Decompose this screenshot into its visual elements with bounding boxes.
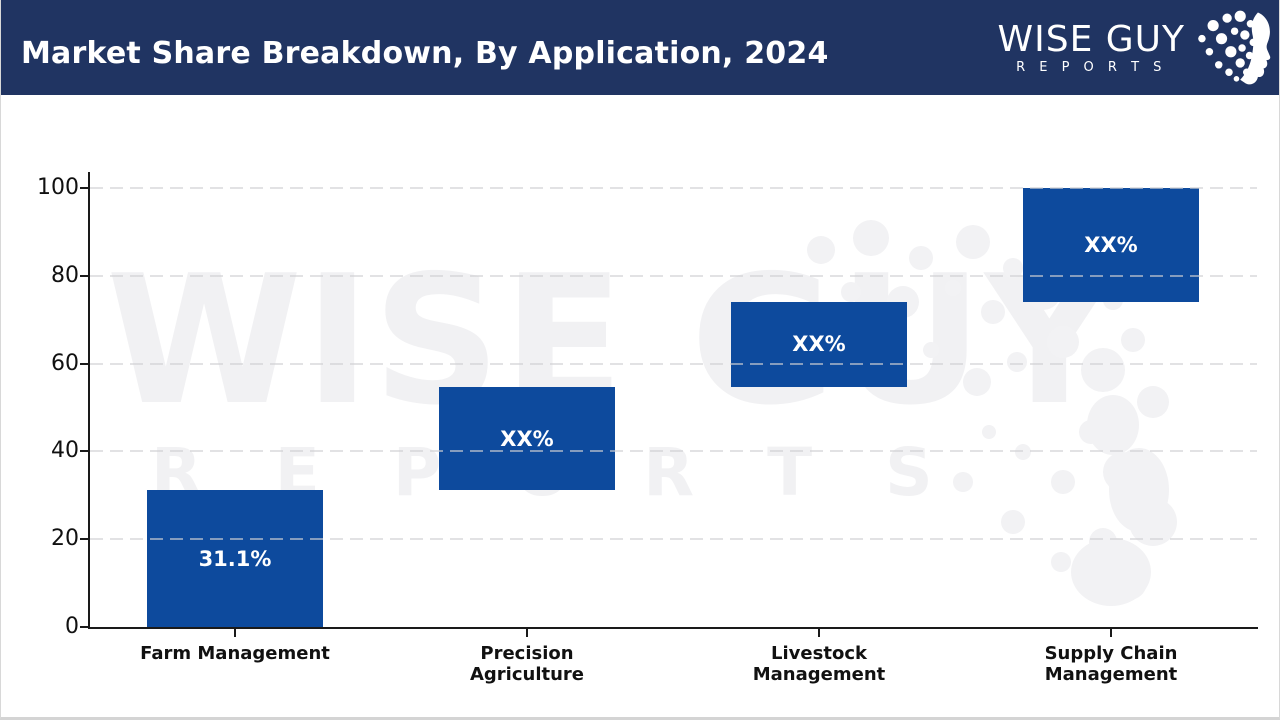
gridline-80 xyxy=(90,274,1257,277)
bar-value-label: 31.1% xyxy=(198,546,272,571)
category-label-line: Agriculture xyxy=(469,664,585,685)
category-label-line: Management xyxy=(1044,664,1178,685)
bar-farm-management: 31.1% xyxy=(147,490,323,627)
category-label-farm-management: Farm Management xyxy=(95,643,375,664)
bar-supply-chain-management: XX% xyxy=(1023,188,1199,303)
category-label-line: Precision xyxy=(480,643,574,664)
y-tick-mark-40 xyxy=(80,450,88,453)
y-tick-label-60: 60 xyxy=(51,350,79,376)
y-axis-line xyxy=(88,172,90,629)
plot-area: 0 20 40 60 80 100 31.1% Farm Management XX% Preci… xyxy=(1,95,1279,717)
x-tick-mark-farm-management xyxy=(234,629,236,637)
x-tick-mark-livestock-management xyxy=(818,629,820,637)
gridline-40 xyxy=(90,450,1257,453)
category-label-livestock-management: Livestock Management xyxy=(679,643,959,685)
gridline-20 xyxy=(90,538,1257,541)
gridline-60 xyxy=(90,362,1257,365)
bar-value-label: XX% xyxy=(792,332,846,357)
y-tick-mark-20 xyxy=(80,538,88,541)
y-tick-label-20: 20 xyxy=(51,526,79,552)
category-label-precision-agriculture: Precision Agriculture xyxy=(387,643,667,685)
y-tick-mark-100 xyxy=(80,187,88,189)
y-tick-label-100: 100 xyxy=(37,175,79,200)
category-label-line: Livestock xyxy=(771,643,867,664)
y-tick-mark-0 xyxy=(80,626,88,628)
category-label-line: Farm Management xyxy=(140,643,330,664)
category-label-line: Management xyxy=(752,664,886,685)
y-tick-label-0: 0 xyxy=(65,614,79,639)
gridline-100 xyxy=(90,187,1257,189)
category-label-line: Supply Chain xyxy=(1044,643,1178,664)
bar-value-label: XX% xyxy=(1084,233,1138,258)
x-axis-line xyxy=(88,627,1258,629)
x-tick-mark-supply-chain-management xyxy=(1110,629,1112,637)
y-tick-mark-80 xyxy=(80,274,88,277)
bar-livestock-management: XX% xyxy=(731,302,907,387)
category-label-supply-chain-management: Supply Chain Management xyxy=(971,643,1251,685)
y-tick-label-80: 80 xyxy=(51,262,79,288)
bar-precision-agriculture: XX% xyxy=(439,386,615,491)
y-tick-mark-60 xyxy=(80,362,88,365)
wiseguy-logo: WISE GUY R E P O R T S xyxy=(998,6,1272,90)
header: Market Share Breakdown, By Application, … xyxy=(1,0,1279,95)
x-tick-mark-precision-agriculture xyxy=(526,629,528,637)
logo-wordmark: WISE GUY xyxy=(997,19,1185,61)
logo-subtitle: R E P O R T S xyxy=(1016,59,1167,75)
logo-head-icon xyxy=(1198,10,1271,85)
y-tick-label-40: 40 xyxy=(51,438,79,464)
page-title: Market Share Breakdown, By Application, … xyxy=(21,36,829,71)
bar-value-label: XX% xyxy=(500,426,554,451)
logo-text: WISE GUY R E P O R T S xyxy=(998,21,1186,75)
